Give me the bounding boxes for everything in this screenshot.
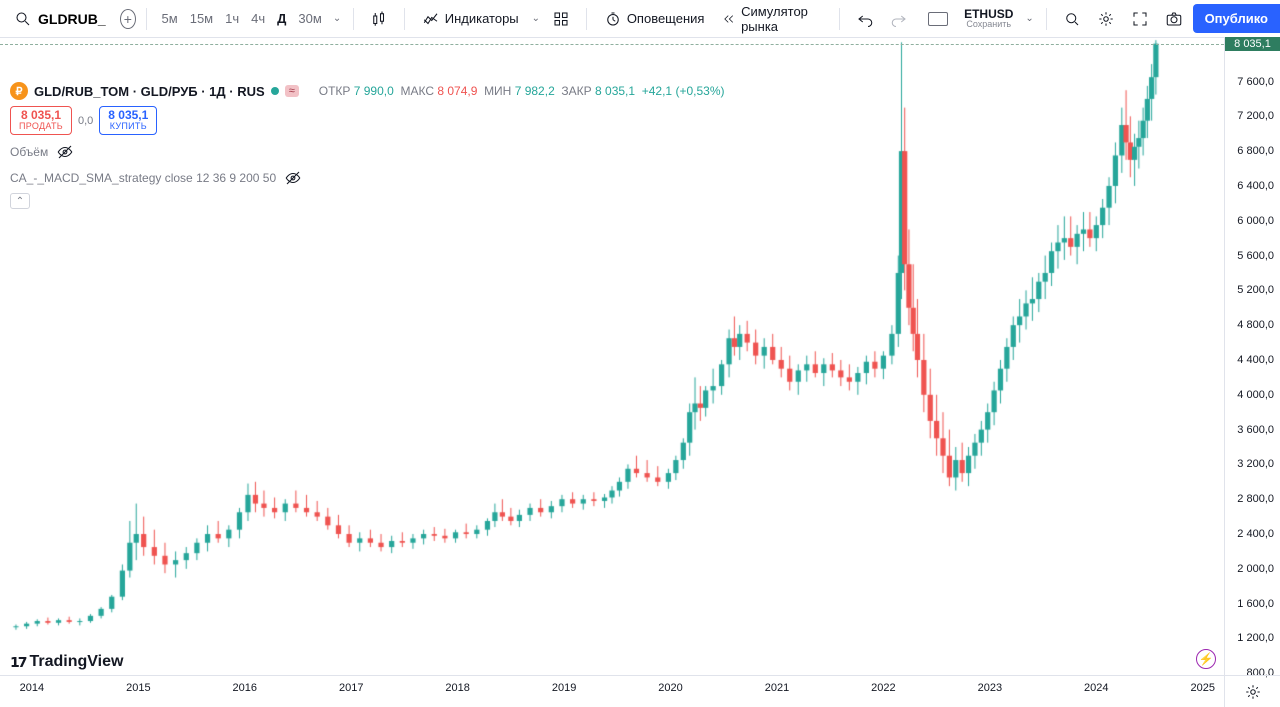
x-tick: 2025 xyxy=(1190,682,1214,694)
x-tick: 2016 xyxy=(233,682,257,694)
x-tick: 2018 xyxy=(445,682,469,694)
undo-icon xyxy=(856,10,874,28)
indicators-more[interactable]: ⌄ xyxy=(530,13,542,24)
camera-icon xyxy=(1165,10,1183,28)
fullscreen-button[interactable] xyxy=(1125,6,1155,32)
redo-button[interactable] xyxy=(884,6,914,32)
grid-icon xyxy=(552,10,570,28)
search-icon xyxy=(1063,10,1081,28)
layout-name[interactable]: ETHUSD Сохранить xyxy=(958,8,1019,29)
redo-icon xyxy=(890,10,908,28)
y-tick: 7 600,0 xyxy=(1237,76,1274,88)
compare-icon xyxy=(928,12,948,26)
x-tick: 2014 xyxy=(20,682,44,694)
undo-button[interactable] xyxy=(850,6,880,32)
y-tick: 4 400,0 xyxy=(1237,354,1274,366)
compare-sub: Сохранить xyxy=(966,20,1011,29)
y-tick: 3 600,0 xyxy=(1237,424,1274,436)
x-tick: 2019 xyxy=(552,682,576,694)
x-tick: 2024 xyxy=(1084,682,1108,694)
gear-icon xyxy=(1097,10,1115,28)
timeframe-group: 5м15м1ч4чД30м xyxy=(157,8,327,29)
price-chart-canvas[interactable] xyxy=(0,38,1224,675)
indicators-icon xyxy=(422,10,440,28)
replay-button[interactable]: Симулятор рынка xyxy=(715,0,829,38)
x-tick: 2020 xyxy=(658,682,682,694)
alerts-label: Оповещения xyxy=(627,11,705,26)
candles-icon xyxy=(370,10,388,28)
flash-icon[interactable]: ⚡ xyxy=(1196,649,1216,669)
add-symbol-button[interactable]: + xyxy=(120,9,136,29)
search-icon xyxy=(14,10,32,28)
x-tick: 2015 xyxy=(126,682,150,694)
current-price-label: 8 035,1 xyxy=(1225,37,1280,51)
current-price-line xyxy=(0,44,1224,45)
symbol-search[interactable] xyxy=(6,7,116,31)
alert-icon xyxy=(604,10,622,28)
time-axis[interactable]: 2014 2015 2016 2017 2018 2019 2020 2021 2022 2023… xyxy=(0,675,1224,707)
y-tick: 2 400,0 xyxy=(1237,528,1274,540)
price-axis[interactable]: RUB⌄ 8 035,1 800,01 200,01 600,02 000,02… xyxy=(1224,38,1280,675)
x-tick: 2022 xyxy=(871,682,895,694)
y-tick: 2 000,0 xyxy=(1237,563,1274,575)
x-tick: 2023 xyxy=(978,682,1002,694)
gear-icon xyxy=(1244,683,1262,701)
y-tick: 7 200,0 xyxy=(1237,110,1274,122)
timeframe-4ч[interactable]: 4ч xyxy=(246,8,270,29)
timeframe-1ч[interactable]: 1ч xyxy=(220,8,244,29)
indicators-label: Индикаторы xyxy=(445,11,519,26)
layout-more[interactable]: ⌄ xyxy=(1023,13,1035,24)
timeframe-15м[interactable]: 15м xyxy=(185,8,218,29)
x-tick: 2017 xyxy=(339,682,363,694)
y-tick: 6 400,0 xyxy=(1237,180,1274,192)
fullscreen-icon xyxy=(1131,10,1149,28)
templates-button[interactable] xyxy=(546,6,576,32)
timeframe-more[interactable]: ⌄ xyxy=(331,13,343,24)
y-tick: 2 800,0 xyxy=(1237,493,1274,505)
y-tick: 6 800,0 xyxy=(1237,145,1274,157)
indicators-button[interactable]: Индикаторы xyxy=(415,6,526,32)
snapshot-button[interactable] xyxy=(1159,6,1189,32)
price-pane[interactable]: 𝟭𝟳 TradingView ⚡ xyxy=(0,38,1224,675)
settings-button[interactable] xyxy=(1091,6,1121,32)
axis-settings-button[interactable] xyxy=(1224,675,1280,707)
y-tick: 6 000,0 xyxy=(1237,215,1274,227)
quick-search-button[interactable] xyxy=(1057,6,1087,32)
timeframe-5м[interactable]: 5м xyxy=(157,8,183,29)
publish-button[interactable]: Опублико xyxy=(1193,4,1280,33)
symbol-input[interactable] xyxy=(38,11,108,27)
y-tick: 1 200,0 xyxy=(1237,632,1274,644)
y-tick: 4 000,0 xyxy=(1237,389,1274,401)
timeframe-30м[interactable]: 30м xyxy=(293,8,326,29)
y-tick: 5 600,0 xyxy=(1237,250,1274,262)
y-tick: 1 600,0 xyxy=(1237,598,1274,610)
chart-area: ₽ GLD/RUB_TOM · GLD/РУБ · 1Д · RUS ≈ ОТК… xyxy=(0,38,1280,707)
compare-button[interactable] xyxy=(922,8,954,30)
replay-icon xyxy=(722,10,736,28)
main-toolbar: + 5м15м1ч4чД30м ⌄ Индикаторы ⌄ Оповещени… xyxy=(0,0,1280,38)
replay-label: Симулятор рынка xyxy=(741,4,822,34)
y-tick: 5 200,0 xyxy=(1237,284,1274,296)
x-tick: 2021 xyxy=(765,682,789,694)
y-tick: 4 800,0 xyxy=(1237,319,1274,331)
tradingview-logo[interactable]: 𝟭𝟳 TradingView xyxy=(10,653,123,671)
y-tick: 3 200,0 xyxy=(1237,458,1274,470)
alerts-button[interactable]: Оповещения xyxy=(597,6,712,32)
bar-type-button[interactable] xyxy=(364,6,394,32)
timeframe-Д[interactable]: Д xyxy=(272,8,291,29)
